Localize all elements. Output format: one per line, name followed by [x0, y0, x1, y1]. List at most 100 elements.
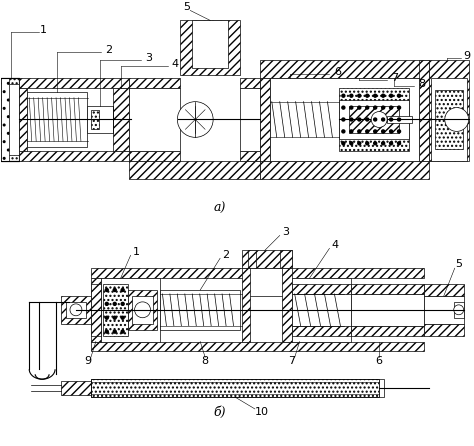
Circle shape: [350, 106, 353, 109]
Text: 3: 3: [282, 227, 289, 238]
Text: б): б): [214, 406, 227, 419]
Bar: [351, 284, 424, 294]
Text: 1: 1: [40, 25, 46, 35]
Bar: [66, 302, 86, 318]
Circle shape: [390, 118, 392, 121]
Circle shape: [350, 130, 353, 133]
Bar: [128, 161, 260, 179]
Bar: [91, 379, 379, 397]
Bar: [161, 290, 240, 330]
Circle shape: [358, 118, 361, 121]
Bar: [27, 92, 87, 147]
Circle shape: [366, 130, 369, 133]
Circle shape: [454, 305, 464, 315]
Circle shape: [113, 302, 116, 306]
Text: 10: 10: [255, 407, 269, 417]
Circle shape: [374, 106, 377, 109]
Bar: [260, 161, 429, 179]
Circle shape: [366, 142, 369, 145]
Text: 8: 8: [419, 79, 426, 89]
Circle shape: [374, 94, 377, 97]
Bar: [87, 106, 113, 133]
Bar: [349, 106, 399, 133]
Bar: [242, 250, 292, 268]
Text: 7: 7: [288, 356, 295, 366]
Text: 4: 4: [172, 59, 179, 69]
Bar: [292, 284, 351, 294]
Circle shape: [350, 118, 353, 121]
Circle shape: [398, 118, 401, 121]
Bar: [240, 151, 260, 161]
Bar: [132, 296, 154, 324]
Circle shape: [390, 94, 392, 97]
Circle shape: [105, 316, 108, 319]
Polygon shape: [379, 379, 384, 397]
Bar: [1, 84, 19, 155]
Bar: [242, 268, 250, 342]
Bar: [240, 88, 260, 120]
Circle shape: [358, 142, 361, 145]
Circle shape: [371, 112, 387, 128]
Text: 2: 2: [222, 250, 229, 260]
Bar: [91, 342, 424, 351]
Text: 5: 5: [455, 259, 462, 269]
Bar: [180, 21, 240, 75]
Text: 7: 7: [392, 73, 399, 83]
Bar: [260, 78, 270, 161]
Bar: [103, 284, 128, 335]
Bar: [419, 60, 429, 161]
Text: 1: 1: [133, 248, 140, 257]
Circle shape: [105, 330, 108, 333]
Text: 6: 6: [334, 67, 341, 77]
Circle shape: [374, 142, 377, 145]
Circle shape: [105, 289, 108, 292]
Circle shape: [70, 304, 82, 316]
Bar: [270, 78, 419, 161]
Bar: [282, 268, 292, 342]
Circle shape: [342, 94, 345, 97]
Circle shape: [358, 130, 361, 133]
Bar: [128, 290, 157, 330]
Circle shape: [398, 94, 401, 97]
Text: 6: 6: [376, 356, 383, 366]
Bar: [91, 268, 424, 278]
Text: 3: 3: [145, 53, 152, 63]
Bar: [387, 116, 412, 124]
Circle shape: [382, 118, 384, 121]
Circle shape: [121, 289, 124, 292]
Circle shape: [398, 106, 401, 109]
Circle shape: [382, 142, 384, 145]
Text: 4: 4: [332, 240, 339, 250]
Bar: [192, 21, 228, 68]
Circle shape: [382, 106, 384, 109]
Bar: [280, 250, 292, 268]
Circle shape: [342, 142, 345, 145]
Circle shape: [390, 130, 392, 133]
Bar: [435, 90, 463, 149]
Circle shape: [121, 302, 124, 306]
Circle shape: [177, 102, 213, 137]
Bar: [429, 60, 469, 161]
Bar: [240, 120, 260, 151]
Bar: [128, 151, 180, 161]
Bar: [61, 296, 91, 324]
Circle shape: [342, 118, 345, 121]
Circle shape: [121, 316, 124, 319]
Circle shape: [398, 142, 401, 145]
Circle shape: [445, 107, 469, 132]
Bar: [19, 88, 27, 151]
Bar: [19, 78, 128, 88]
Polygon shape: [1, 78, 9, 161]
Circle shape: [135, 302, 151, 318]
Bar: [91, 110, 99, 129]
Bar: [91, 284, 101, 335]
Text: 9: 9: [463, 51, 470, 61]
Bar: [339, 99, 409, 139]
Bar: [128, 78, 180, 88]
Circle shape: [374, 130, 377, 133]
Circle shape: [382, 94, 384, 97]
Circle shape: [342, 106, 345, 109]
Bar: [260, 60, 429, 78]
Circle shape: [350, 94, 353, 97]
Bar: [292, 278, 351, 342]
